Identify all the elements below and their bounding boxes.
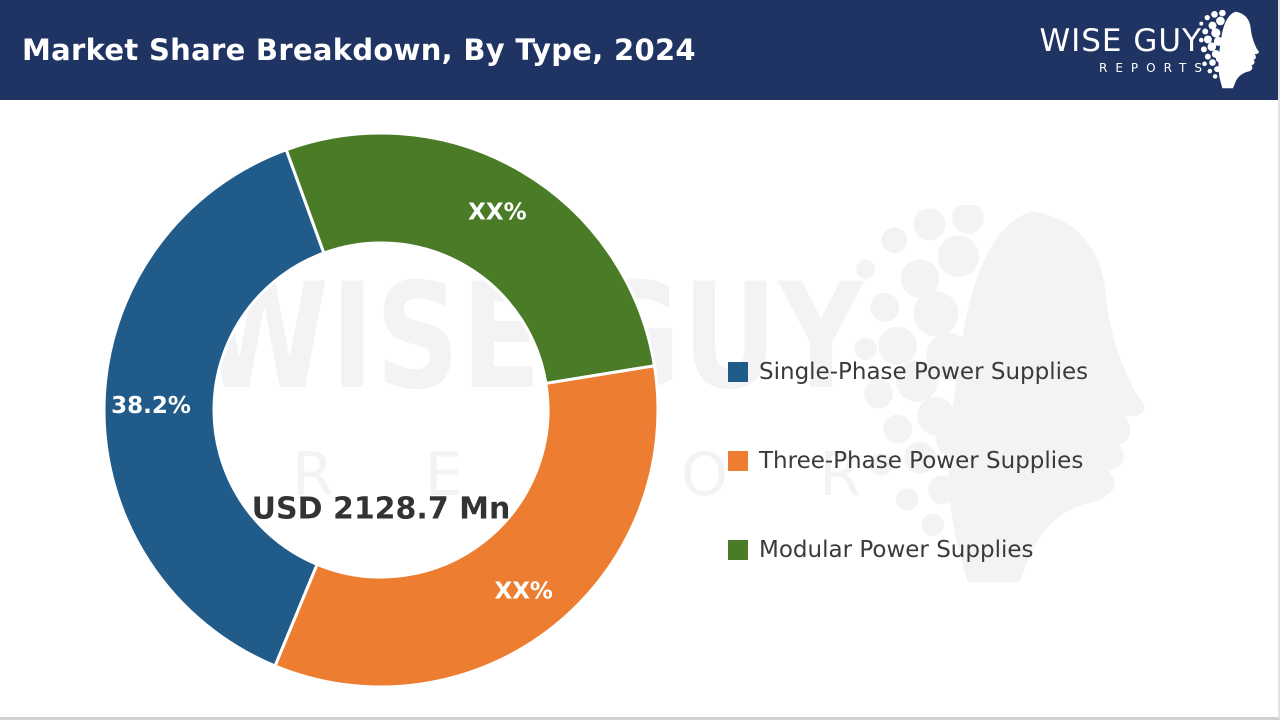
chart-center-value: USD 2128.7 Mn [251,491,511,527]
slice-label-modular-power-supplies: XX% [468,200,527,226]
logo-subtitle: REPORTS [1098,60,1210,75]
logo-name: WISE GUY [1039,22,1202,59]
page-title: Market Share Breakdown, By Type, 2024 [22,33,696,67]
slice-modular-power-supplies [284,131,657,386]
slice-single-phase-power-supplies [102,147,326,668]
watermark-face-icon [854,205,1145,583]
legend-swatch-single-phase-power-supplies [728,362,748,382]
legend-label: Single-Phase Power Supplies [759,359,1089,385]
chart-legend: Single-Phase Power Supplies Three-Phase P… [728,358,1088,625]
donut-chart: 38.2% XX% XX% [102,131,660,689]
slice-three-phase-power-supplies [273,363,660,689]
slice-label-single-phase-power-supplies: 38.2% [111,393,191,419]
legend-item-three-phase-power-supplies: Three-Phase Power Supplies [728,447,1088,475]
wise-guy-logo: WISE GUY REPORTS [1039,10,1262,90]
slice-label-three-phase-power-supplies: XX% [494,578,553,604]
header-bar: Market Share Breakdown, By Type, 2024 WI… [0,0,1278,100]
legend-swatch-three-phase-power-supplies [728,451,748,471]
legend-item-single-phase-power-supplies: Single-Phase Power Supplies [728,358,1088,386]
legend-item-modular-power-supplies: Modular Power Supplies [728,536,1088,564]
legend-label: Modular Power Supplies [759,537,1034,563]
legend-swatch-modular-power-supplies [728,540,748,560]
logo-face-icon [1198,10,1259,89]
legend-label: Three-Phase Power Supplies [759,448,1084,474]
